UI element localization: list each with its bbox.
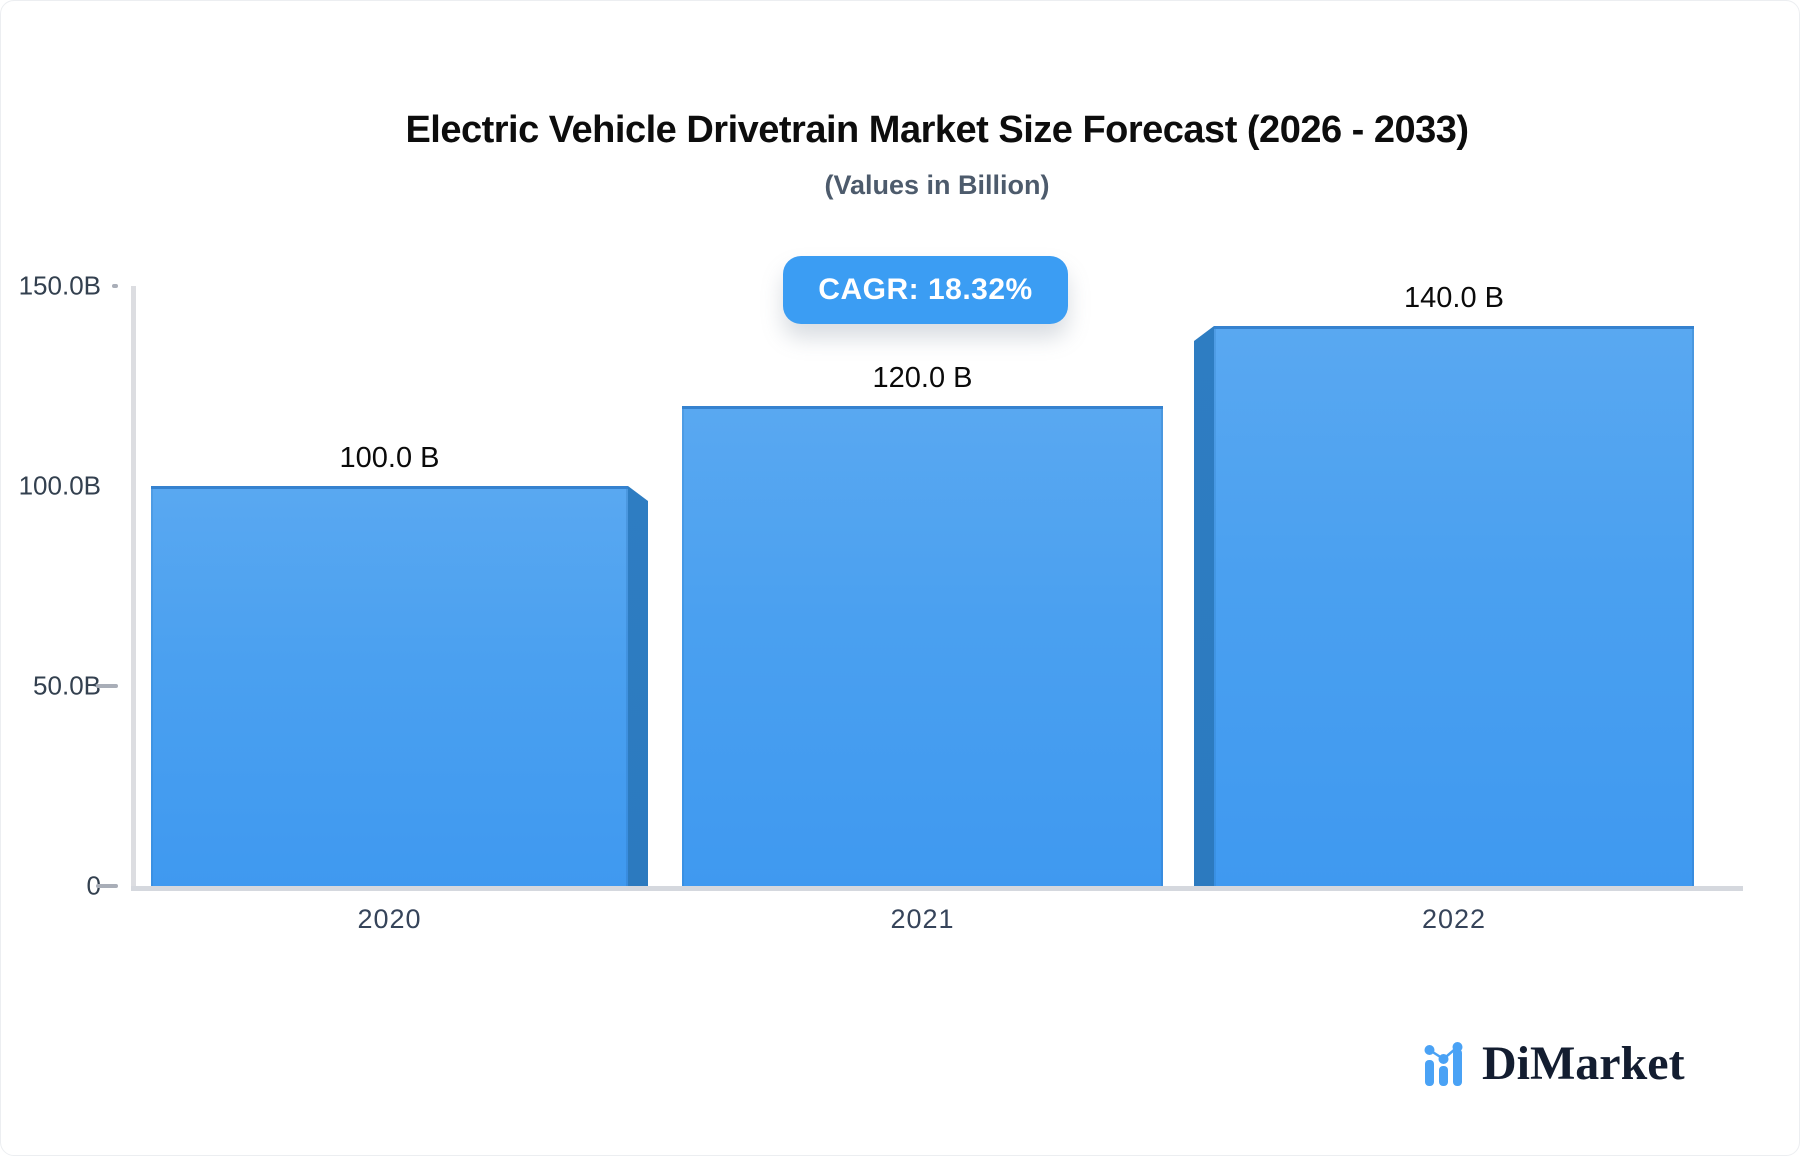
y-tick-label: 50.0B	[33, 670, 101, 701]
chart-title: Electric Vehicle Drivetrain Market Size …	[405, 109, 1469, 151]
y-tick-label: 100.0B	[18, 470, 101, 501]
x-tick-label-2022: 2022	[1421, 904, 1487, 934]
chart-subtitle: (Values in Billion)	[824, 170, 1050, 200]
bar-2022[interactable]	[1214, 326, 1694, 886]
bar-3d-side	[1194, 326, 1214, 886]
cagr-badge-label: CAGR: 18.32%	[818, 273, 1033, 306]
y-tick-mark	[112, 284, 118, 288]
chart-header: Electric Vehicle Drivetrain Market Size …	[31, 1, 1799, 201]
x-tick-label-2020: 2020	[357, 904, 422, 934]
logo-bars-icon	[1424, 1042, 1463, 1086]
bar-3d-side	[628, 486, 648, 886]
bar-value-label: 140.0 B	[1404, 282, 1504, 314]
bar-2020[interactable]	[151, 486, 628, 886]
dimarket-logo: DiMarket	[1422, 1037, 1685, 1090]
y-tick-label: 0	[86, 870, 101, 901]
logo-wordmark: DiMarket	[1482, 1037, 1685, 1090]
bar-2021[interactable]	[682, 406, 1163, 886]
y-tick-mark	[96, 884, 118, 888]
x-tick-label-2021: 2021	[890, 904, 955, 934]
x-axis-line	[131, 886, 1743, 891]
y-axis-line	[131, 286, 136, 891]
cagr-badge: CAGR: 18.32%	[783, 256, 1068, 324]
bar-value-label: 120.0 B	[872, 362, 973, 394]
y-tick-label: 150.0B	[18, 270, 101, 301]
y-tick-mark	[96, 684, 118, 688]
bar-value-label: 100.0 B	[339, 442, 440, 474]
